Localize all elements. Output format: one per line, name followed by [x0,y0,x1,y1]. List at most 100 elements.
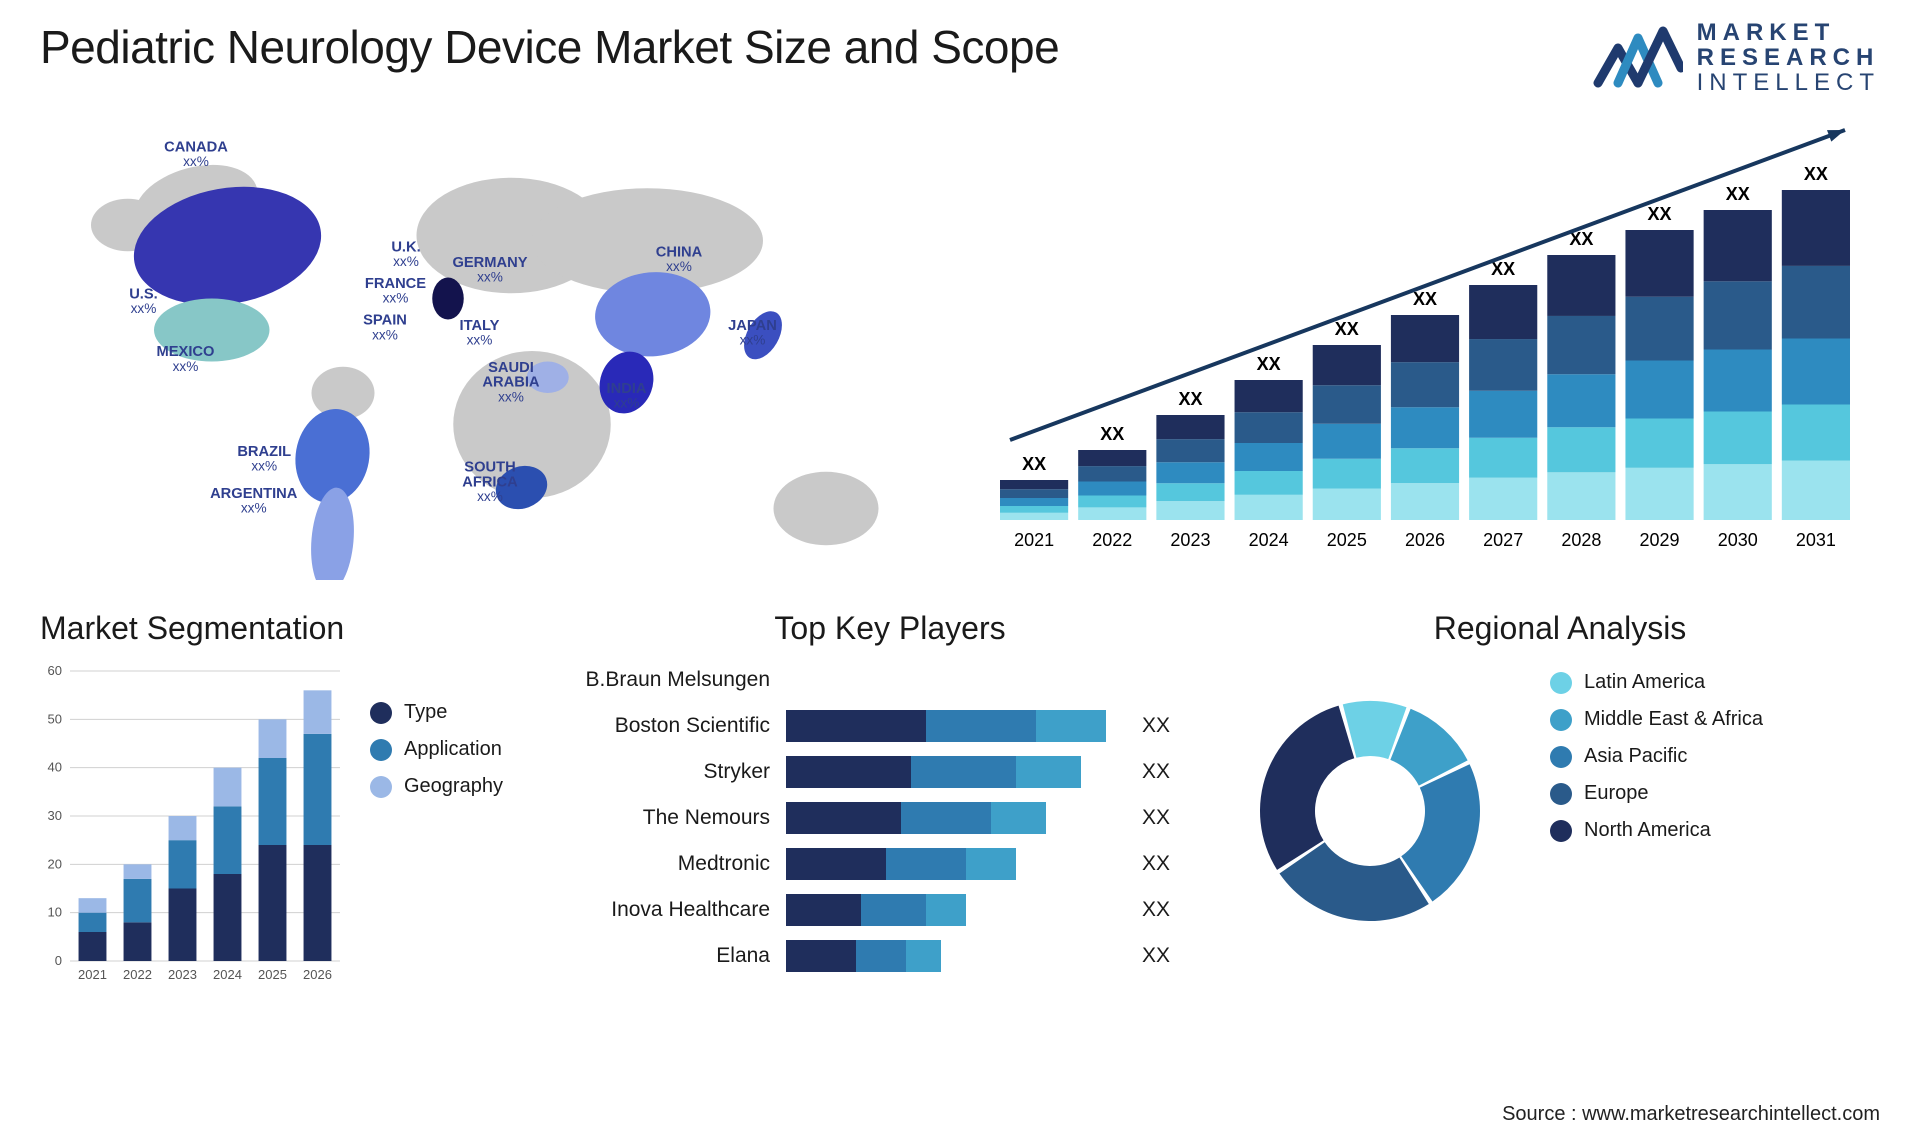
svg-text:AFRICA: AFRICA [462,474,518,490]
svg-text:XX: XX [1100,424,1124,444]
svg-text:XX: XX [1648,204,1672,224]
svg-text:0: 0 [55,953,62,968]
svg-text:U.S.: U.S. [129,287,158,303]
svg-text:2023: 2023 [1170,530,1210,550]
key-player-row: The Nemours XX [570,799,1210,837]
svg-text:xx%: xx% [372,327,398,342]
svg-text:SPAIN: SPAIN [363,313,407,329]
key-player-row: StrykerXX [570,753,1210,791]
segmentation-chart: 0102030405060202120222023202420252026 [40,661,350,991]
key-player-value: XX [1142,898,1170,922]
svg-text:FRANCE: FRANCE [365,276,426,292]
key-player-value: XX [1142,806,1170,830]
key-player-name: B.Braun Melsungen [570,668,770,692]
page-title: Pediatric Neurology Device Market Size a… [40,20,1059,74]
key-player-name: Elana [570,944,770,968]
regional-donut [1240,661,1520,961]
logo-icon [1593,23,1683,93]
svg-text:ITALY: ITALY [459,318,499,334]
key-player-row: Boston ScientificXX [570,707,1210,745]
svg-text:xx%: xx% [383,291,409,306]
svg-text:MEXICO: MEXICO [157,344,215,360]
key-player-value: XX [1142,714,1170,738]
key-player-row: Medtronic XX [570,845,1210,883]
segmentation-panel: Market Segmentation 0 10 20 30 40 50 60 2021 202… [40,610,540,1030]
svg-text:2031: 2031 [1796,530,1836,550]
svg-text:xx%: xx% [740,333,766,348]
svg-text:30: 30 [48,808,62,823]
svg-text:2022: 2022 [1092,530,1132,550]
svg-text:xx%: xx% [666,259,692,274]
svg-text:xx%: xx% [393,254,419,269]
svg-text:xx%: xx% [498,389,524,404]
svg-text:JAPAN: JAPAN [728,318,777,334]
svg-text:xx%: xx% [131,301,157,316]
regional-panel: Regional Analysis Latin America Middle Ea… [1240,610,1880,1030]
key-player-name: The Nemours [570,806,770,830]
svg-text:2025: 2025 [258,967,287,982]
svg-text:2030: 2030 [1718,530,1758,550]
legend-item: Asia Pacific [1550,745,1763,768]
key-players-panel: Top Key Players B.Braun Melsungen Boston … [570,610,1210,1030]
legend-item: Type [370,701,503,724]
logo-text-1: MARKET [1697,20,1880,45]
svg-text:ARABIA: ARABIA [482,375,540,391]
key-player-row: Inova Healthcare XX [570,891,1210,929]
regional-title: Regional Analysis [1240,610,1880,647]
svg-text:10: 10 [48,905,62,920]
key-players-rows: B.Braun Melsungen Boston ScientificXX Stry… [570,661,1210,975]
logo-text-3: INTELLECT [1697,70,1880,95]
key-player-name: Stryker [570,760,770,784]
key-player-row: Elana XX [570,937,1210,975]
svg-text:XX: XX [1178,389,1202,409]
svg-text:xx%: xx% [477,489,503,504]
svg-text:xx%: xx% [477,270,503,285]
svg-text:XX: XX [1804,164,1828,184]
source-text: Source : www.marketresearchintellect.com [1502,1103,1880,1126]
svg-text:XX: XX [1335,319,1359,339]
key-player-value: XX [1142,852,1170,876]
svg-text:CHINA: CHINA [656,245,703,261]
svg-text:XX: XX [1726,184,1750,204]
legend-item: Middle East & Africa [1550,708,1763,731]
svg-text:2021: 2021 [78,967,107,982]
svg-text:2024: 2024 [1249,530,1289,550]
svg-text:BRAZIL: BRAZIL [237,444,291,460]
svg-text:2026: 2026 [303,967,332,982]
svg-text:60: 60 [48,663,62,678]
svg-text:U.K.: U.K. [391,239,420,255]
growth-chart-panel: XX2021XX2022XX2023XX2024XX2025XX2026XX20… [980,110,1880,580]
svg-text:2027: 2027 [1483,530,1523,550]
legend-item: Latin America [1550,671,1763,694]
svg-text:GERMANY: GERMANY [452,255,527,271]
key-player-name: Inova Healthcare [570,898,770,922]
svg-text:40: 40 [48,760,62,775]
svg-text:xx%: xx% [614,396,640,411]
svg-text:2025: 2025 [1327,530,1367,550]
key-player-value: XX [1142,944,1170,968]
legend-item: Europe [1550,782,1763,805]
svg-text:INDIA: INDIA [607,381,647,397]
key-players-title: Top Key Players [570,610,1210,647]
legend-item: Application [370,738,503,761]
svg-text:CANADA: CANADA [164,140,228,156]
svg-text:xx%: xx% [183,154,209,169]
svg-text:xx%: xx% [467,333,493,348]
svg-text:20: 20 [48,856,62,871]
segmentation-title: Market Segmentation [40,610,540,647]
key-player-row: B.Braun Melsungen [570,661,1210,699]
legend-item: Geography [370,775,503,798]
svg-text:50: 50 [48,711,62,726]
svg-text:XX: XX [1022,454,1046,474]
svg-text:2022: 2022 [123,967,152,982]
svg-text:2024: 2024 [213,967,242,982]
svg-text:SAUDI: SAUDI [488,360,534,376]
svg-text:ARGENTINA: ARGENTINA [210,486,298,502]
svg-text:2021: 2021 [1014,530,1054,550]
key-player-name: Medtronic [570,852,770,876]
svg-text:XX: XX [1257,354,1281,374]
segmentation-legend: Type Application Geography [370,701,503,1030]
svg-text:2028: 2028 [1561,530,1601,550]
brand-logo: MARKET RESEARCH INTELLECT [1593,20,1880,96]
world-map-panel: CANADAxx%U.S.xx%MEXICOxx%BRAZILxx%ARGENT… [40,110,940,580]
